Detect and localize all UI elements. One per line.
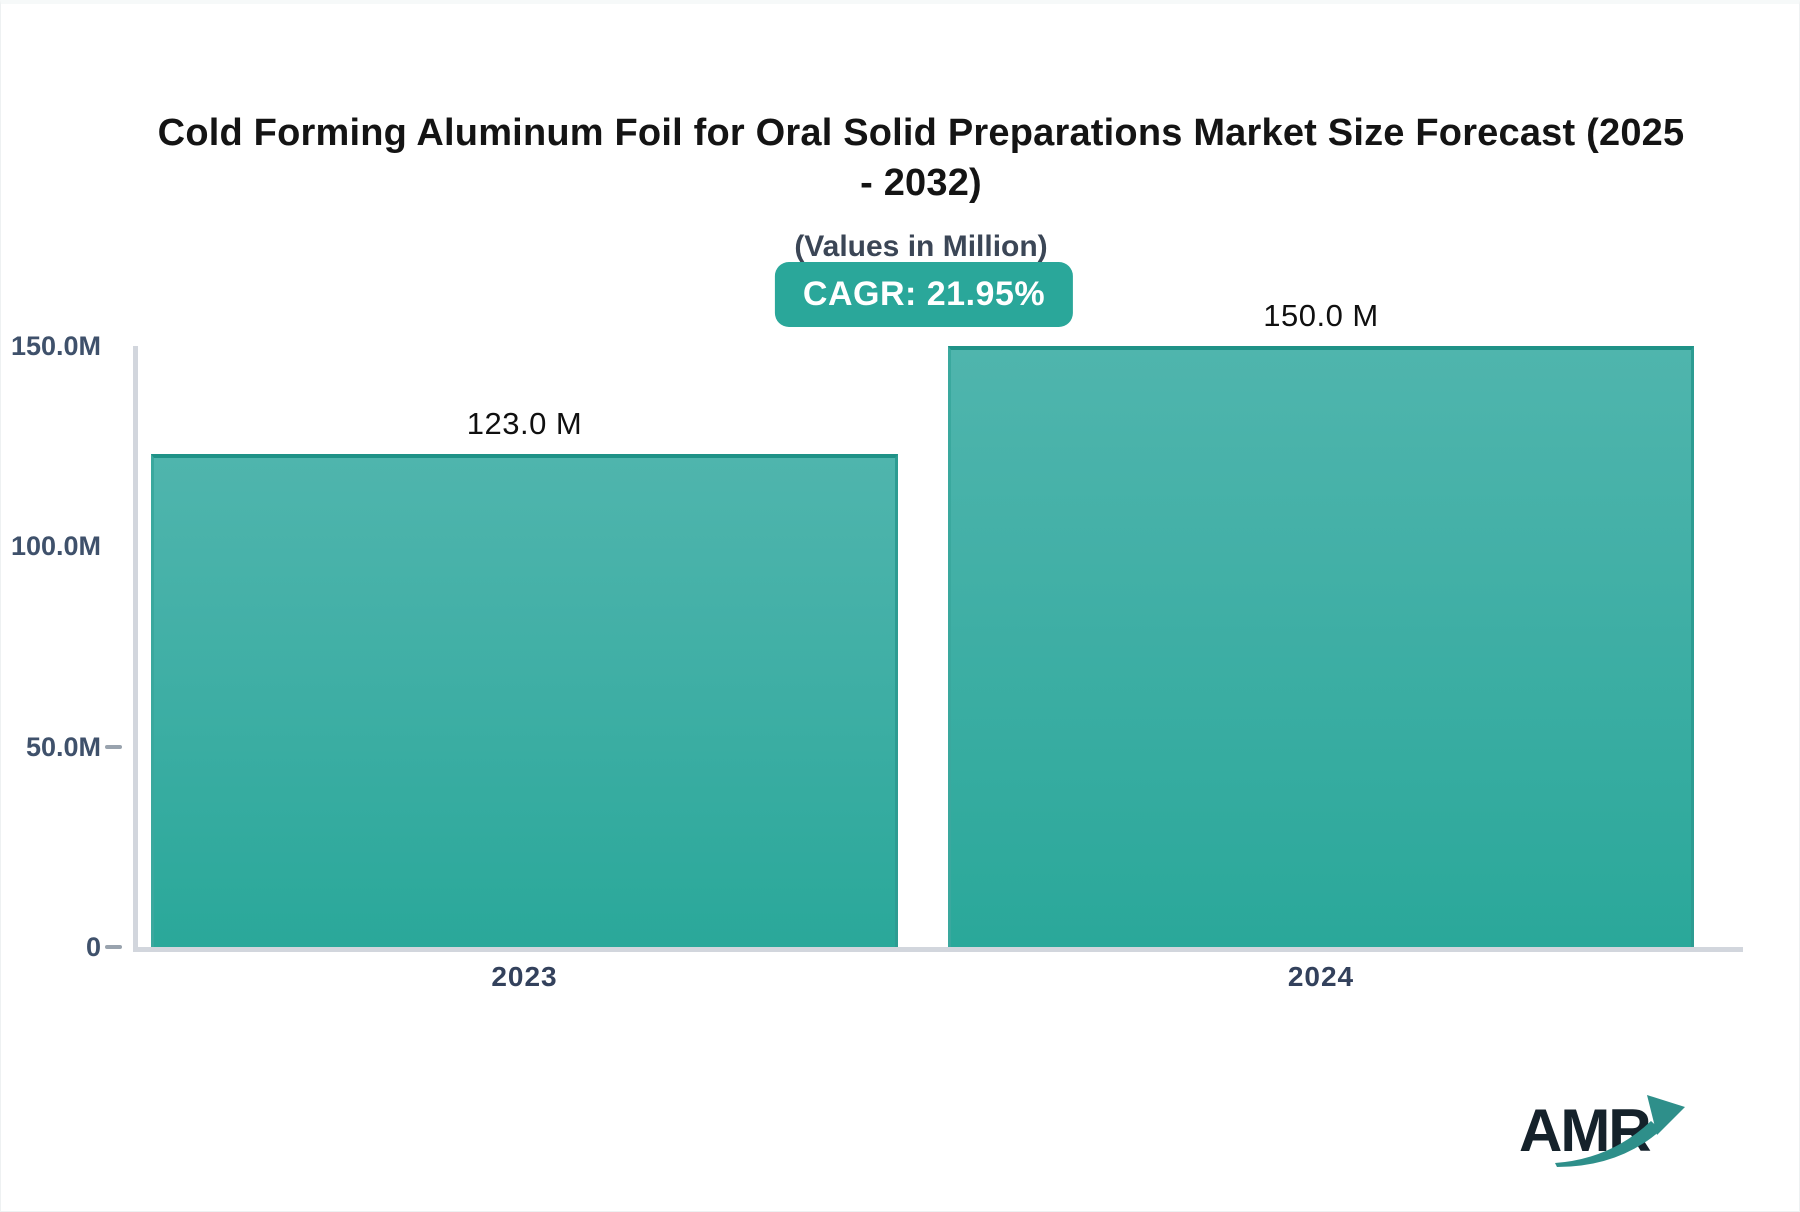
x-tick-label-2023: 2023: [491, 961, 558, 992]
bar-2024[interactable]: [948, 346, 1694, 947]
y-tick-label-50: 50.0M: [25, 732, 101, 762]
amr-logo-text: AMR: [1519, 1097, 1651, 1164]
x-tick-label-2024: 2024: [1287, 961, 1355, 992]
chart-subtitle: (Values in Million): [794, 230, 1048, 263]
chart-title: Cold Forming Aluminum Foil for Oral Soli…: [43, 108, 1799, 208]
chart-title-line1: Cold Forming Aluminum Foil for Oral Soli…: [157, 112, 1685, 154]
x-axis-line: [133, 947, 1743, 952]
chart-header: Cold Forming Aluminum Foil for Oral Soli…: [1, 4, 1799, 264]
chart-title-line2: - 2032): [860, 162, 982, 204]
amr-logo-arrow-icon: [1555, 1095, 1685, 1167]
y-tick-label-150: 150.0M: [10, 331, 101, 361]
bar-value-label-2024: 150.0 M: [1263, 298, 1379, 333]
y-axis-line: [133, 346, 138, 950]
bar-value-label-2023: 123.0 M: [466, 406, 583, 442]
y-tick-mark-0: [105, 945, 122, 949]
y-tick-mark-50: [105, 745, 122, 749]
plot-area: 123.0 M 150.0 M: [133, 298, 1743, 952]
cagr-badge: CAGR: 21.95%: [774, 262, 1074, 327]
amr-logo: AMR: [1519, 1087, 1699, 1171]
bar-2023[interactable]: [151, 454, 898, 947]
y-tick-label-0: 0: [85, 932, 101, 962]
y-tick-label-100: 100.0M: [10, 531, 101, 561]
